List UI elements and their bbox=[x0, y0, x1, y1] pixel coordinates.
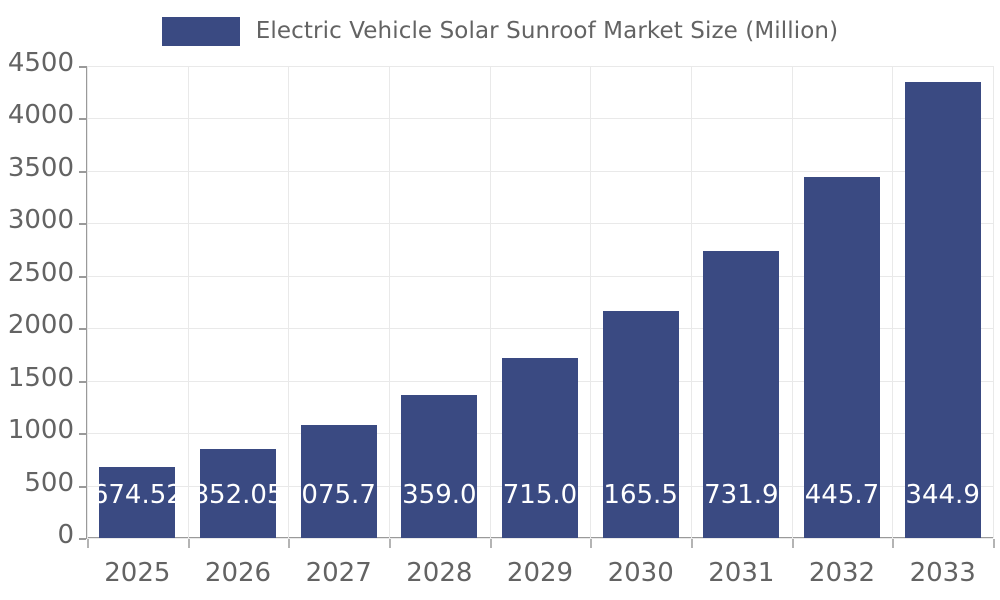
x-tick-label: 2025 bbox=[104, 558, 171, 588]
y-tick-label: 4500 bbox=[7, 48, 74, 78]
y-tick-label: 2000 bbox=[7, 310, 74, 341]
x-gridline bbox=[389, 66, 390, 538]
x-tick-label: 2027 bbox=[305, 558, 372, 588]
x-gridline bbox=[188, 66, 189, 538]
bar[interactable]: 1715.02 bbox=[501, 358, 578, 538]
y-gridline bbox=[87, 118, 993, 120]
y-gridline bbox=[87, 223, 993, 225]
x-tick-label: 2031 bbox=[708, 558, 775, 588]
x-tick-mark bbox=[389, 539, 391, 548]
bar[interactable]: 1359.05 bbox=[401, 395, 478, 538]
bar[interactable]: 4344.98 bbox=[904, 82, 981, 538]
x-tick-label: 2028 bbox=[406, 558, 473, 588]
y-tick-mark bbox=[79, 538, 86, 540]
x-tick-mark bbox=[590, 539, 592, 548]
y-tick-mark bbox=[79, 118, 86, 121]
x-gridline bbox=[792, 66, 793, 538]
bar-value-label: 1075.71 bbox=[301, 479, 377, 510]
y-tick-mark bbox=[79, 170, 86, 173]
x-tick-label: 2030 bbox=[607, 558, 674, 588]
x-gridline bbox=[691, 66, 692, 538]
bar[interactable]: 2731.98 bbox=[703, 251, 780, 538]
y-tick-mark bbox=[79, 485, 86, 488]
legend-label: Electric Vehicle Solar Sunroof Market Si… bbox=[255, 18, 839, 44]
y-tick-mark bbox=[79, 328, 86, 331]
y-gridline bbox=[87, 538, 993, 539]
y-tick-mark bbox=[79, 380, 86, 383]
y-tick-mark bbox=[79, 433, 86, 436]
bar-value-label: 2165.51 bbox=[603, 479, 679, 510]
x-gridline bbox=[590, 66, 591, 538]
x-tick-mark bbox=[892, 539, 894, 548]
bar-value-label: 852.05 bbox=[199, 479, 276, 510]
x-tick-mark bbox=[490, 539, 492, 548]
legend-color-swatch bbox=[161, 16, 240, 46]
y-gridline bbox=[87, 170, 993, 172]
y-gridline bbox=[87, 328, 993, 330]
x-tick-mark bbox=[792, 539, 794, 548]
y-axis-labels: 0 500 1000 1500 2000 2500 3000 3500 4000 4500 bbox=[0, 0, 74, 600]
plot-area: 674.52 852.05 1075.71 1359.05 1715.02 2165.51… bbox=[87, 66, 994, 539]
y-tick-label: 1000 bbox=[7, 415, 74, 446]
x-gridline bbox=[892, 66, 893, 538]
x-tick-mark bbox=[691, 539, 693, 548]
x-tick-label: 2026 bbox=[204, 558, 272, 588]
x-tick-label: 2033 bbox=[909, 558, 976, 588]
y-tick-label: 2500 bbox=[7, 257, 74, 288]
bar[interactable]: 3445.78 bbox=[803, 176, 880, 538]
bar[interactable]: 2165.51 bbox=[602, 310, 679, 538]
y-gridline bbox=[87, 66, 993, 67]
x-tick-mark bbox=[188, 539, 190, 548]
bar-value-label: 674.52 bbox=[99, 479, 176, 510]
bar[interactable]: 852.05 bbox=[199, 448, 276, 538]
y-tick-mark bbox=[79, 275, 86, 278]
x-gridline bbox=[490, 66, 491, 538]
x-gridline bbox=[993, 66, 994, 538]
bar-value-label: 2731.98 bbox=[703, 479, 779, 510]
y-tick-mark bbox=[79, 223, 86, 226]
bar[interactable]: 674.52 bbox=[99, 467, 176, 538]
x-gridline bbox=[288, 66, 289, 538]
x-gridline bbox=[87, 66, 88, 538]
bar[interactable]: 1075.71 bbox=[300, 425, 377, 538]
bar-value-label: 4344.98 bbox=[905, 479, 981, 510]
bar-value-label: 1715.02 bbox=[502, 479, 578, 510]
y-tick-label: 3000 bbox=[7, 205, 74, 236]
bar-value-label: 1359.05 bbox=[401, 479, 477, 510]
chart-legend: Electric Vehicle Solar Sunroof Market Si… bbox=[0, 8, 1000, 54]
y-tick-label: 4000 bbox=[7, 100, 74, 131]
x-tick-mark bbox=[288, 539, 290, 548]
y-tick-label: 1500 bbox=[7, 362, 74, 393]
y-gridline bbox=[87, 275, 993, 277]
y-tick-label: 0 bbox=[57, 520, 74, 550]
x-tick-label: 2029 bbox=[506, 558, 574, 588]
x-tick-mark bbox=[87, 539, 89, 548]
y-tick-label: 500 bbox=[24, 467, 74, 498]
y-tick-label: 3500 bbox=[7, 152, 74, 183]
x-tick-mark bbox=[993, 539, 995, 548]
y-tick-mark bbox=[79, 66, 86, 68]
x-tick-label: 2032 bbox=[808, 558, 876, 588]
bar-value-label: 3445.78 bbox=[804, 479, 880, 510]
